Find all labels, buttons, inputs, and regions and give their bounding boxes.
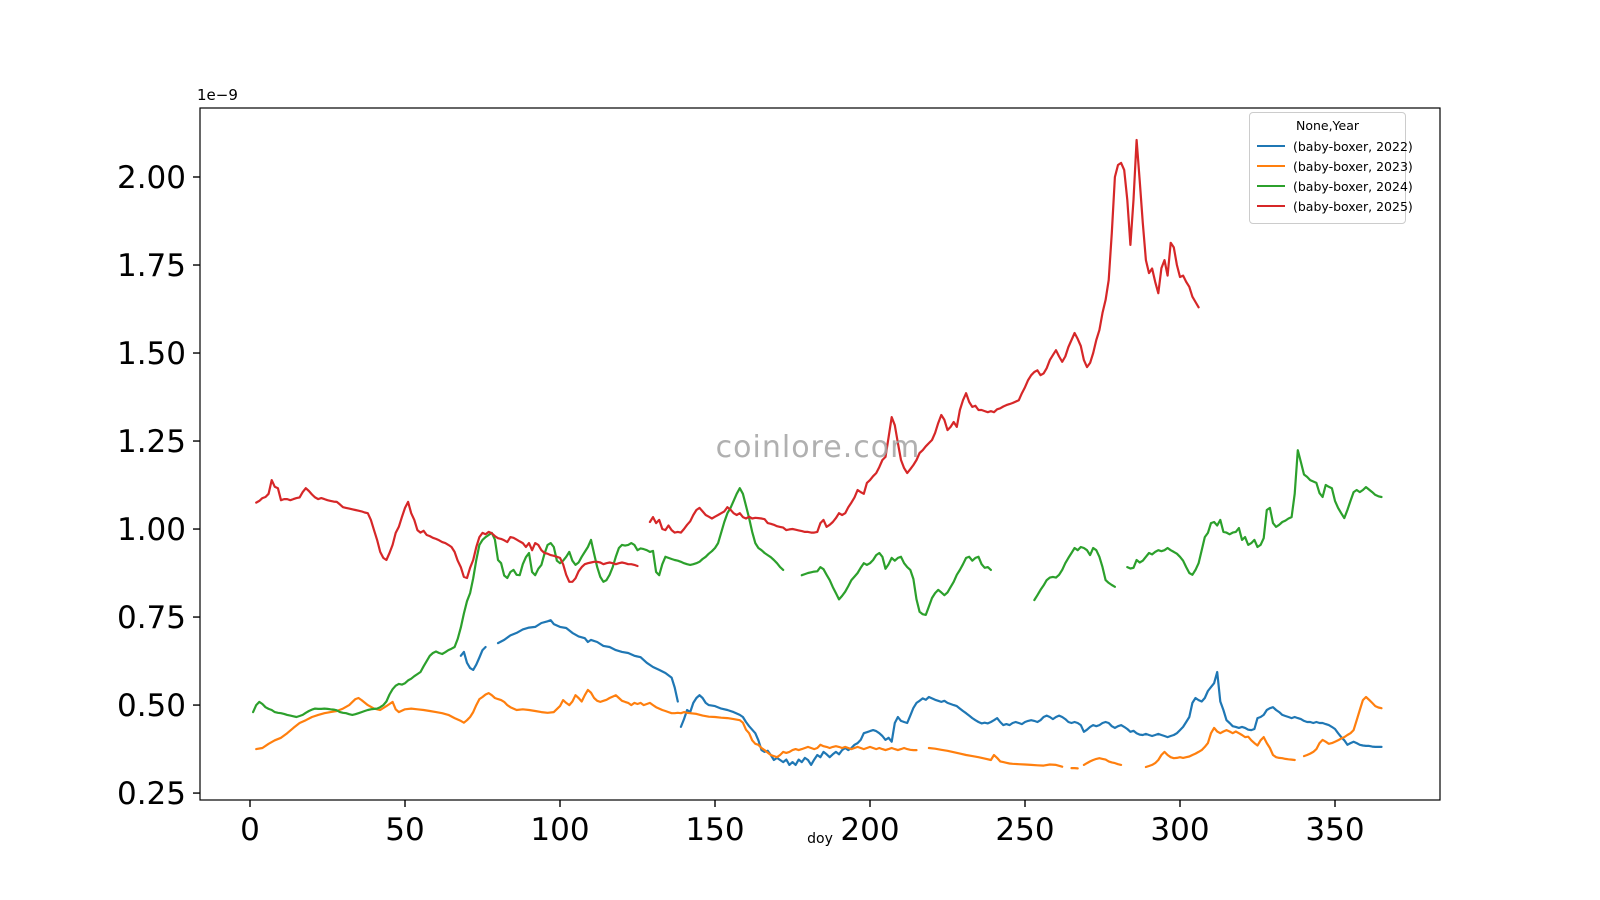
series-line-2022 [496,619,679,703]
x-axis-label: doy [807,831,833,847]
axes-frame [199,107,1441,801]
y-tick-label: 0.75 [117,600,186,636]
legend: None,Year (baby-boxer, 2022) (baby-boxer,… [1249,112,1413,224]
x-tick-label: 0 [240,812,260,848]
series-line-2022 [679,670,1383,766]
legend-line-swatch [1257,165,1285,167]
y-tick-label: 0.25 [117,776,186,812]
series-line-2024 [1033,545,1116,602]
legend-entry-2024: (baby-boxer, 2024) [1257,176,1413,196]
legend-entry-2022: (baby-boxer, 2022) [1257,136,1413,156]
series-line-2022 [459,645,487,671]
series-line-2023 [1144,726,1296,769]
legend-line-swatch [1257,205,1285,207]
series-line-2023 [255,688,918,759]
series-line-2023 [1082,757,1123,766]
y-tick-label: 2.00 [117,160,186,196]
x-tick-label: 350 [1305,812,1364,848]
legend-entry-label: (baby-boxer, 2023) [1293,158,1413,174]
legend-entry-label: (baby-boxer, 2024) [1293,178,1413,194]
x-tick-label: 200 [840,812,899,848]
watermark: coinlore.com [715,430,921,465]
series-line-2024 [1126,449,1383,576]
x-tick-label: 250 [995,812,1054,848]
legend-entry-2025: (baby-boxer, 2025) [1257,196,1413,216]
series-line-2023 [927,746,1064,768]
y-axis-offset-label: 1e−9 [197,86,238,104]
legend-entry-label: (baby-boxer, 2025) [1293,198,1413,214]
legend-line-swatch [1257,185,1285,187]
y-tick-label: 1.75 [117,248,186,284]
y-tick-label: 1.25 [117,424,186,460]
legend-line-swatch [1257,145,1285,147]
y-tick-label: 1.00 [117,512,186,548]
series-line-2024 [252,487,785,719]
y-tick-label: 0.50 [117,688,186,724]
series-line-2025 [255,479,639,583]
legend-entry-label: (baby-boxer, 2022) [1293,138,1413,154]
x-tick-label: 300 [1150,812,1209,848]
y-tick-label: 1.50 [117,336,186,372]
x-tick-label: 150 [685,812,744,848]
series-line-2023 [1302,695,1383,758]
x-tick-label: 100 [530,812,589,848]
legend-entry-2023: (baby-boxer, 2023) [1257,156,1413,176]
series-line-2025 [648,138,1200,534]
series-line-2024 [800,551,992,616]
legend-title: None,Year [1295,118,1360,133]
x-tick-label: 50 [385,812,424,848]
